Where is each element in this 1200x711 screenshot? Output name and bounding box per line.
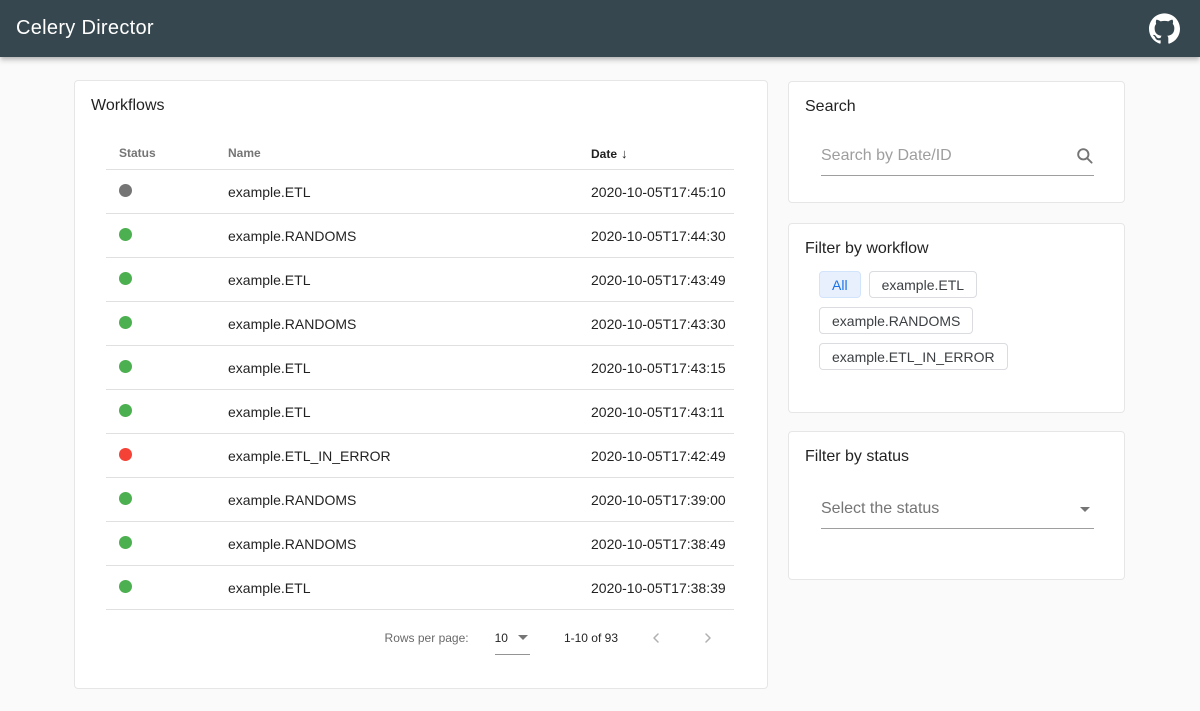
workflow-date: 2020-10-05T17:43:30 bbox=[591, 315, 726, 332]
workflows-card-title: Workflows bbox=[91, 97, 165, 114]
filter-by-status-card: Filter by status Select the status bbox=[788, 431, 1125, 580]
status-cell bbox=[106, 359, 228, 376]
workflows-card: Workflows Status Name Date ↓ example.ETL 2… bbox=[74, 80, 768, 689]
dropdown-arrow-icon bbox=[1080, 506, 1090, 512]
table-row[interactable]: example.ETL 2020-10-05T17:45:10 bbox=[106, 170, 734, 214]
workflow-date: 2020-10-05T17:45:10 bbox=[591, 183, 726, 200]
status-cell bbox=[106, 315, 228, 332]
table-row[interactable]: example.RANDOMS 2020-10-05T17:38:49 bbox=[106, 522, 734, 566]
workflows-table: Status Name Date ↓ example.ETL 2020-10-05T… bbox=[106, 137, 734, 610]
status-cell bbox=[106, 491, 228, 508]
workflow-name: example.ETL bbox=[228, 579, 311, 596]
table-row[interactable]: example.ETL 2020-10-05T17:43:11 bbox=[106, 390, 734, 434]
search-card: Search Search by Date/ID bbox=[788, 81, 1125, 203]
table-row[interactable]: example.RANDOMS 2020-10-05T17:43:30 bbox=[106, 302, 734, 346]
status-dot-error bbox=[119, 447, 132, 461]
column-header-name[interactable]: Name bbox=[228, 146, 261, 160]
status-dot-pending bbox=[119, 183, 132, 197]
app-title: Celery Director bbox=[16, 17, 154, 39]
status-dot-success bbox=[119, 359, 132, 373]
github-link[interactable] bbox=[1149, 13, 1180, 44]
workflow-date: 2020-10-05T17:43:15 bbox=[591, 359, 726, 376]
column-header-status[interactable]: Status bbox=[119, 146, 156, 160]
status-cell bbox=[106, 579, 228, 596]
workflow-filter-chip[interactable]: example.ETL bbox=[868, 271, 978, 298]
workflow-filter-chip[interactable]: All bbox=[819, 271, 861, 298]
workflow-date: 2020-10-05T17:44:30 bbox=[591, 227, 726, 244]
table-row[interactable]: example.ETL 2020-10-05T17:38:39 bbox=[106, 566, 734, 610]
chevron-down-icon bbox=[517, 635, 528, 640]
filter-by-workflow-card: Filter by workflow All example.ETL example… bbox=[788, 223, 1125, 413]
pagination-range-label: 1-10 of 93 bbox=[563, 631, 618, 645]
app-header: Celery Director bbox=[0, 0, 1200, 57]
column-header-date[interactable]: Date ↓ bbox=[591, 145, 628, 161]
workflow-name: example.RANDOMS bbox=[228, 227, 357, 244]
workflow-filter-chip[interactable]: example.RANDOMS bbox=[819, 307, 974, 334]
workflow-name: example.ETL bbox=[228, 359, 311, 376]
status-dot-success bbox=[119, 491, 132, 505]
search-field[interactable]: Search by Date/ID bbox=[821, 146, 1094, 176]
rows-per-page-label: Rows per page: bbox=[384, 631, 469, 645]
status-cell bbox=[106, 447, 228, 464]
status-cell bbox=[106, 227, 228, 244]
table-row[interactable]: example.RANDOMS 2020-10-05T17:39:00 bbox=[106, 478, 734, 522]
workflow-name: example.ETL bbox=[228, 271, 311, 288]
status-cell bbox=[106, 403, 228, 420]
workflows-table-header: Status Name Date ↓ bbox=[106, 137, 734, 170]
sort-descending-icon: ↓ bbox=[621, 145, 628, 161]
status-dot-success bbox=[119, 315, 132, 329]
status-dot-success bbox=[119, 535, 132, 549]
next-page-button[interactable] bbox=[694, 624, 722, 652]
status-dot-success bbox=[119, 403, 132, 417]
workflow-name: example.ETL bbox=[228, 403, 311, 420]
workflow-name: example.RANDOMS bbox=[228, 535, 357, 552]
chevron-right-icon bbox=[705, 633, 711, 643]
workflow-date: 2020-10-05T17:42:49 bbox=[591, 447, 726, 464]
workflow-chip-list: All example.ETL example.RANDOMS example.ETL… bbox=[819, 271, 1100, 379]
table-row[interactable]: example.RANDOMS 2020-10-05T17:44:30 bbox=[106, 214, 734, 258]
search-icon[interactable] bbox=[1075, 146, 1094, 165]
workflow-name: example.ETL_IN_ERROR bbox=[228, 447, 391, 464]
status-dot-success bbox=[119, 271, 132, 285]
status-select-placeholder: Select the status bbox=[821, 500, 940, 517]
workflow-filter-chip[interactable]: example.ETL_IN_ERROR bbox=[819, 343, 1008, 370]
workflow-date: 2020-10-05T17:38:49 bbox=[591, 535, 726, 552]
status-dot-success bbox=[119, 579, 132, 593]
pagination-bar: Rows per page: 10 1-10 of 93 bbox=[106, 610, 734, 666]
workflow-date: 2020-10-05T17:43:49 bbox=[591, 271, 726, 288]
status-dot-success bbox=[119, 227, 132, 241]
status-select[interactable]: Select the status bbox=[821, 500, 1094, 529]
status-cell bbox=[106, 535, 228, 552]
table-row[interactable]: example.ETL_IN_ERROR 2020-10-05T17:42:49 bbox=[106, 434, 734, 478]
workflow-name: example.ETL bbox=[228, 183, 311, 200]
workflow-date: 2020-10-05T17:43:11 bbox=[591, 403, 725, 420]
table-row[interactable]: example.ETL 2020-10-05T17:43:49 bbox=[106, 258, 734, 302]
status-cell bbox=[106, 183, 228, 200]
table-row[interactable]: example.ETL 2020-10-05T17:43:15 bbox=[106, 346, 734, 390]
search-placeholder: Search by Date/ID bbox=[821, 146, 952, 164]
github-icon bbox=[1149, 13, 1180, 44]
workflow-name: example.RANDOMS bbox=[228, 491, 357, 508]
workflow-date: 2020-10-05T17:39:00 bbox=[591, 491, 726, 508]
search-card-title: Search bbox=[805, 98, 856, 115]
filter-by-workflow-title: Filter by workflow bbox=[805, 240, 929, 257]
workflow-name: example.RANDOMS bbox=[228, 315, 357, 332]
filter-by-status-title: Filter by status bbox=[805, 448, 910, 465]
chevron-left-icon bbox=[653, 633, 659, 643]
previous-page-button[interactable] bbox=[642, 624, 670, 652]
rows-per-page-select[interactable]: 10 bbox=[494, 631, 531, 655]
workflow-date: 2020-10-05T17:38:39 bbox=[591, 579, 726, 596]
workflows-table-body: example.ETL 2020-10-05T17:45:10 example.RA… bbox=[106, 170, 734, 610]
status-cell bbox=[106, 271, 228, 288]
